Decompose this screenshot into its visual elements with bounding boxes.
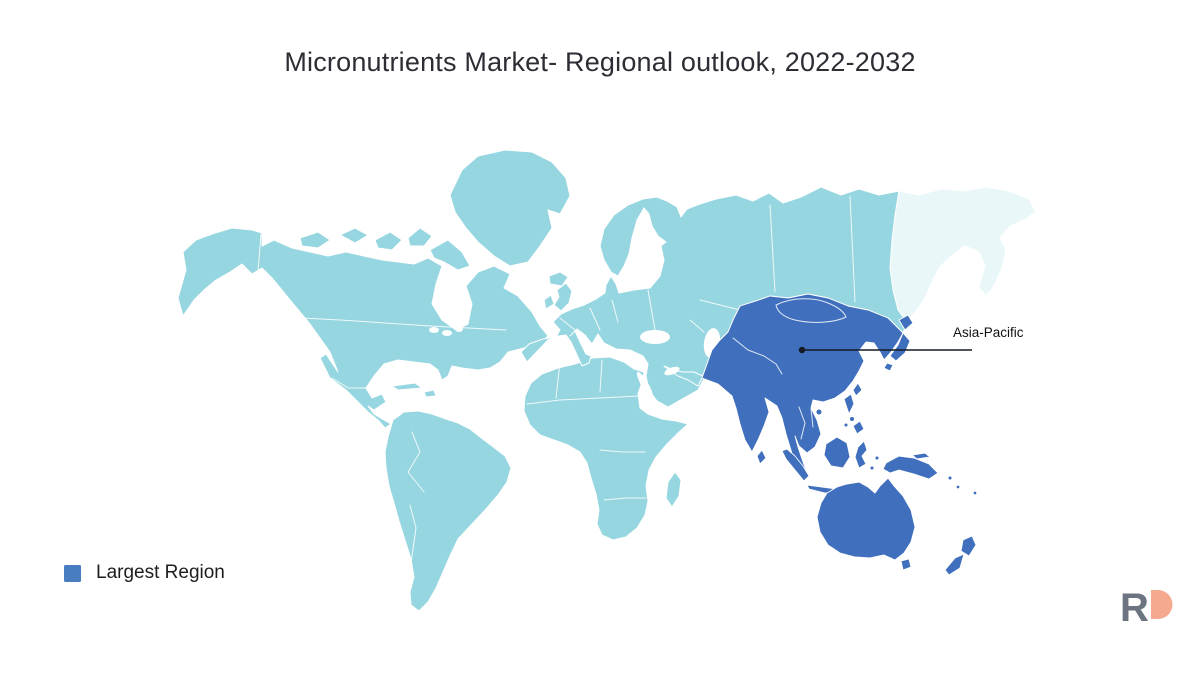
region-africa	[523, 356, 689, 541]
legend-label: Largest Region	[96, 562, 225, 583]
logo-d-shape	[1151, 590, 1173, 619]
great-lake	[442, 330, 452, 336]
logo-letter-r: R	[1120, 586, 1149, 630]
region-caribbean-island	[423, 389, 437, 398]
region-japan-honshu	[889, 332, 911, 362]
region-australia	[816, 477, 916, 561]
region-uk	[553, 282, 573, 312]
region-pacific-island	[955, 484, 961, 490]
region-sri-lanka	[756, 449, 767, 465]
region-new-zealand-north	[960, 535, 977, 557]
region-moluccas-island	[874, 455, 880, 461]
border-indochina	[798, 406, 806, 440]
region-philippines-island	[843, 422, 849, 428]
legend: Largest Region	[64, 562, 225, 584]
region-pacific-island	[972, 490, 978, 496]
annotation-dot	[798, 346, 806, 354]
border-korea	[873, 343, 885, 361]
region-south-america	[384, 410, 512, 612]
legend-swatch-rect	[64, 564, 81, 582]
region-greenland	[449, 149, 571, 267]
region-new-britain	[911, 452, 931, 460]
arctic-island	[299, 231, 331, 249]
region-ireland	[543, 294, 555, 310]
annotation-label: Asia-Pacific	[953, 325, 1024, 340]
region-iceland	[548, 271, 569, 287]
world-map-light-regions	[177, 149, 1037, 612]
brand-logo: R	[1120, 586, 1173, 630]
region-russia-far-east	[889, 186, 1037, 323]
page-title: Micronutrients Market- Regional outlook,…	[284, 47, 916, 77]
black-sea	[640, 330, 670, 344]
persian-gulf	[664, 366, 680, 376]
region-asia-pacific	[701, 293, 978, 576]
region-philippines-luzon	[843, 393, 855, 415]
arctic-island	[339, 227, 369, 244]
region-moluccas-island	[869, 465, 875, 471]
region-new-zealand-south	[944, 553, 965, 576]
region-philippines-island	[849, 416, 855, 422]
region-tasmania	[900, 558, 912, 571]
region-north-america	[177, 227, 549, 429]
country-borders-highlight	[732, 298, 885, 440]
region-caribbean-island	[391, 382, 423, 391]
region-pacific-island	[947, 475, 953, 481]
region-philippines-mindanao	[852, 420, 865, 435]
annotation-asia-pacific: Asia-Pacific	[798, 325, 1024, 354]
red-sea	[636, 371, 654, 399]
region-sulawesi	[854, 440, 868, 469]
arctic-island	[429, 239, 471, 271]
region-japan-hokkaido	[898, 314, 914, 331]
legend-swatch	[64, 564, 81, 582]
region-hainan	[815, 408, 823, 416]
region-japan-kyushu	[883, 362, 894, 372]
region-borneo	[823, 436, 851, 469]
border-mongolia	[775, 298, 847, 323]
great-lake	[429, 327, 439, 333]
border-indochina	[810, 408, 814, 428]
country-borders-light	[257, 195, 856, 586]
region-new-guinea	[882, 455, 939, 480]
arctic-island	[407, 227, 433, 247]
arctic-island	[374, 231, 403, 251]
region-sumatra	[781, 448, 810, 482]
region-madagascar	[665, 471, 682, 508]
border-india-china	[732, 337, 783, 375]
region-taiwan	[852, 382, 863, 397]
